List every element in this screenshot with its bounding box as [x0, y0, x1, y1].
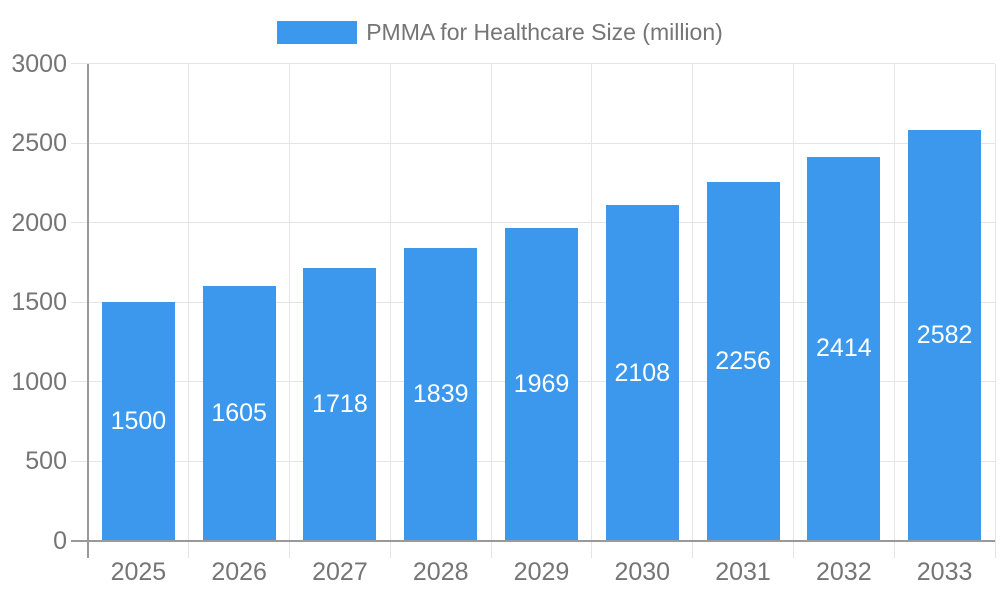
bar-value-label: 1500	[110, 407, 167, 436]
x-tick	[188, 541, 190, 558]
v-gridline	[490, 63, 492, 541]
bar: 1839	[404, 248, 478, 541]
x-tick	[591, 541, 593, 558]
bar: 1718	[303, 267, 377, 541]
x-tick	[389, 541, 391, 558]
bar-value-label: 1969	[513, 369, 570, 398]
y-tick-label: 500	[25, 447, 67, 476]
h-gridline	[88, 63, 995, 64]
y-tick	[71, 222, 88, 224]
y-tick-label: 0	[53, 527, 67, 555]
legend-label: PMMA for Healthcare Size (million)	[366, 19, 723, 45]
bar: 2256	[706, 181, 780, 541]
legend-swatch-icon	[277, 21, 358, 44]
v-gridline	[591, 63, 593, 541]
v-gridline	[994, 63, 996, 541]
x-tick-label: 2025	[110, 558, 167, 586]
v-gridline	[188, 63, 190, 541]
y-axis-line	[87, 63, 89, 558]
x-tick-label: 2027	[312, 558, 368, 586]
bar-value-label: 1718	[312, 389, 368, 418]
y-tick-label: 1000	[11, 367, 67, 396]
x-tick-label: 2031	[715, 558, 771, 586]
x-tick	[692, 541, 694, 558]
x-tick	[893, 541, 895, 558]
bar: 2414	[807, 156, 881, 541]
x-tick-label: 2026	[211, 558, 267, 586]
x-axis-line	[71, 540, 995, 542]
x-tick-label: 2028	[412, 558, 469, 586]
x-tick	[792, 541, 794, 558]
y-tick	[71, 63, 88, 64]
y-tick	[71, 142, 88, 144]
y-tick-label: 2000	[11, 208, 67, 237]
y-tick-label: 1500	[11, 288, 67, 317]
bar-value-label: 1839	[412, 380, 469, 409]
x-tick-label: 2033	[916, 558, 973, 586]
bar: 1500	[101, 302, 175, 541]
bar: 1969	[505, 227, 578, 541]
y-tick	[71, 460, 88, 462]
h-gridline	[88, 142, 995, 144]
y-tick	[71, 381, 88, 383]
y-tick	[71, 301, 88, 303]
x-tick-label: 2032	[816, 558, 872, 586]
y-tick-label: 3000	[11, 49, 67, 78]
x-tick	[289, 541, 291, 558]
bar: 2108	[605, 205, 679, 541]
bar-value-label: 2582	[916, 321, 973, 349]
v-gridline	[389, 63, 391, 541]
v-gridline	[289, 63, 291, 541]
x-tick	[994, 541, 996, 558]
h-gridline	[88, 222, 995, 224]
bar: 2582	[908, 130, 982, 541]
bar: 1605	[202, 285, 276, 541]
x-tick	[490, 541, 492, 558]
bar-value-label: 2414	[816, 334, 872, 363]
bar-value-label: 2108	[614, 358, 671, 387]
x-tick-label: 2029	[513, 558, 570, 586]
y-tick-label: 2500	[11, 129, 67, 158]
bar-value-label: 2256	[715, 346, 771, 375]
v-gridline	[893, 63, 895, 541]
bar-value-label: 1605	[211, 398, 267, 427]
v-gridline	[792, 63, 794, 541]
x-tick-label: 2030	[614, 558, 671, 586]
v-gridline	[692, 63, 694, 541]
legend[interactable]: PMMA for Healthcare Size (million)	[0, 19, 1000, 46]
